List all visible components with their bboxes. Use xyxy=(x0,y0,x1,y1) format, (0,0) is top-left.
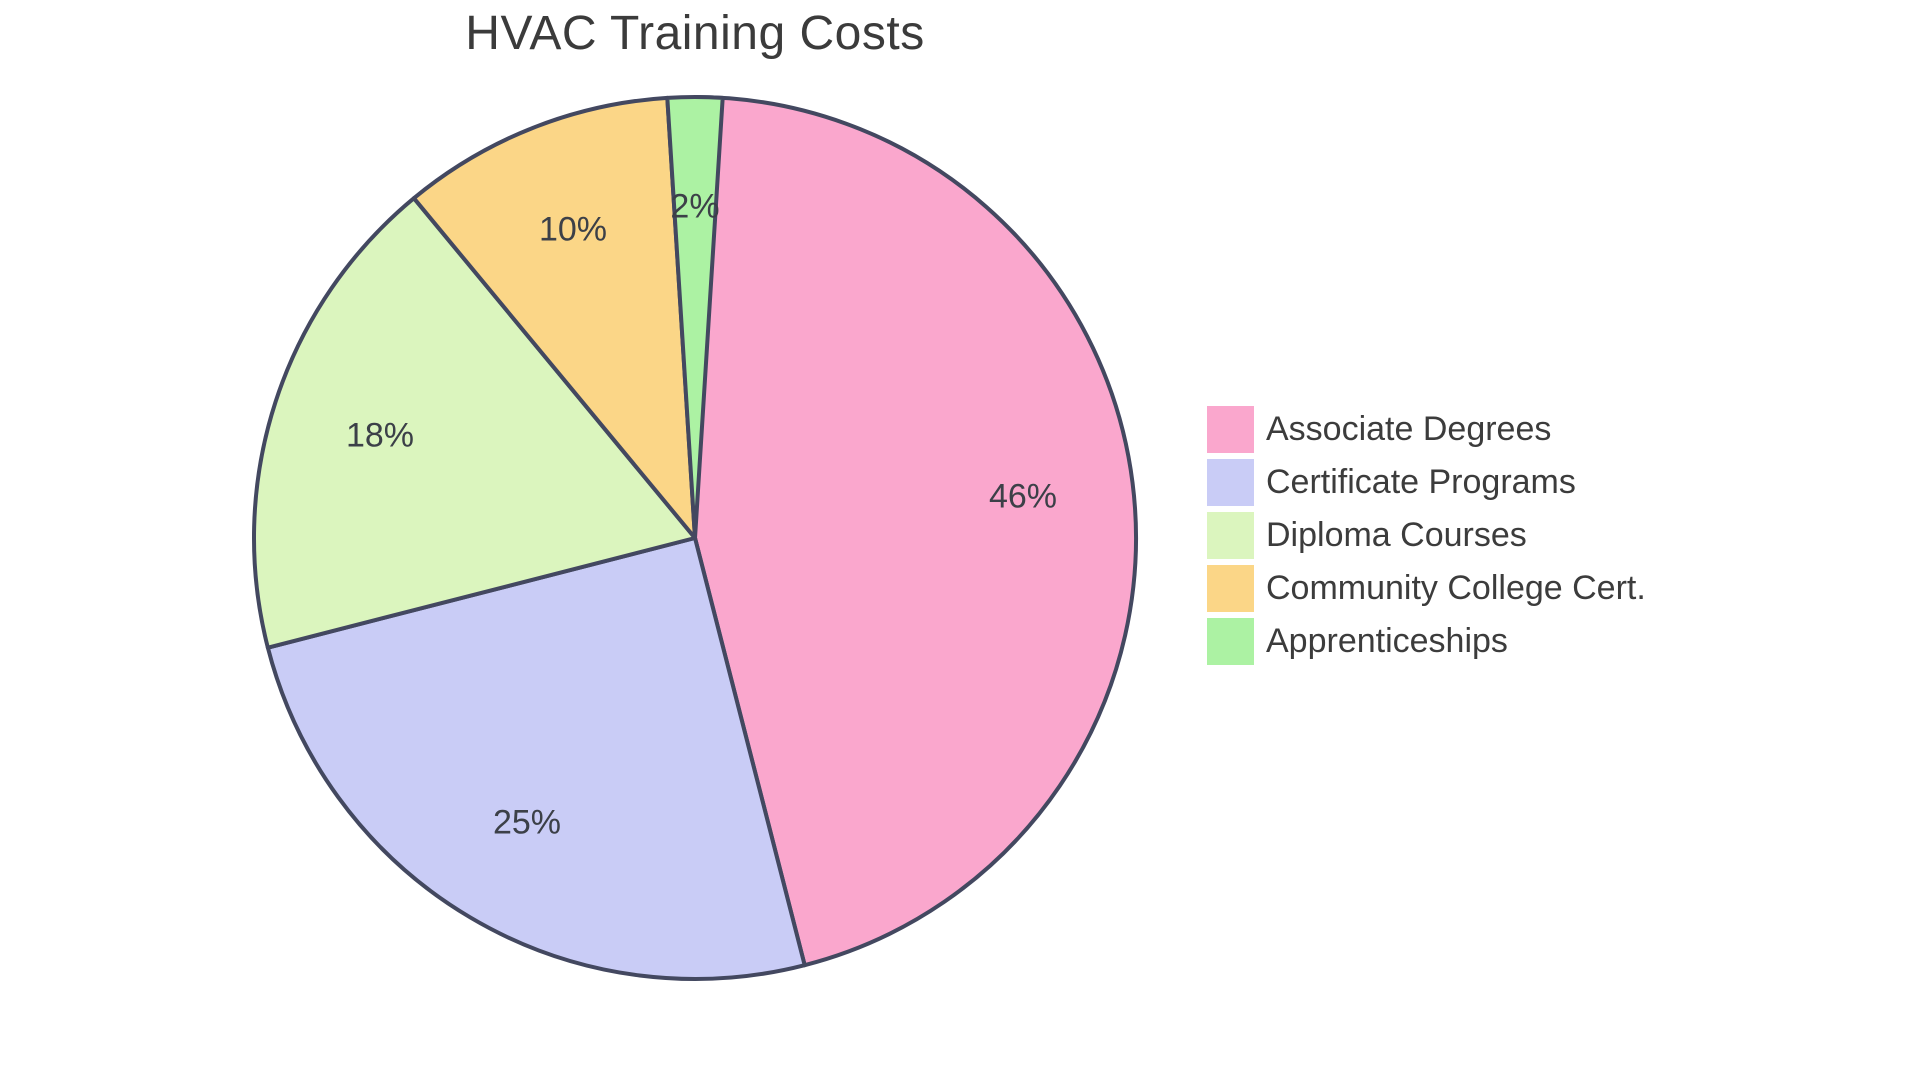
legend-swatch-icon xyxy=(1207,512,1254,559)
legend-item-label: Diploma Courses xyxy=(1266,516,1527,554)
legend-swatch-icon xyxy=(1207,618,1254,665)
legend: Associate Degrees Certificate Programs Dip… xyxy=(1207,406,1646,665)
pie-slice-associate-degrees[interactable] xyxy=(693,95,1138,968)
legend-item-community-college-cert[interactable]: Community College Cert. xyxy=(1207,565,1646,612)
legend-item-label: Certificate Programs xyxy=(1266,463,1576,501)
legend-swatch-icon xyxy=(1207,565,1254,612)
pie-slice-diploma-courses[interactable] xyxy=(252,196,697,650)
pie-slice-community-college-cert[interactable] xyxy=(411,95,697,540)
pie-slice-certificate-programs[interactable] xyxy=(265,536,807,981)
legend-item-label: Associate Degrees xyxy=(1266,410,1552,448)
legend-item-associate-degrees[interactable]: Associate Degrees xyxy=(1207,406,1646,453)
legend-swatch-icon xyxy=(1207,406,1254,453)
legend-swatch-icon xyxy=(1207,459,1254,506)
legend-item-diploma-courses[interactable]: Diploma Courses xyxy=(1207,512,1646,559)
legend-item-label: Apprenticeships xyxy=(1266,622,1508,660)
legend-item-apprenticeships[interactable]: Apprenticeships xyxy=(1207,618,1646,665)
legend-item-certificate-programs[interactable]: Certificate Programs xyxy=(1207,459,1646,506)
legend-item-label: Community College Cert. xyxy=(1266,569,1646,607)
pie-slice-apprenticeships[interactable] xyxy=(665,95,725,540)
chart-title: HVAC Training Costs xyxy=(465,7,925,60)
